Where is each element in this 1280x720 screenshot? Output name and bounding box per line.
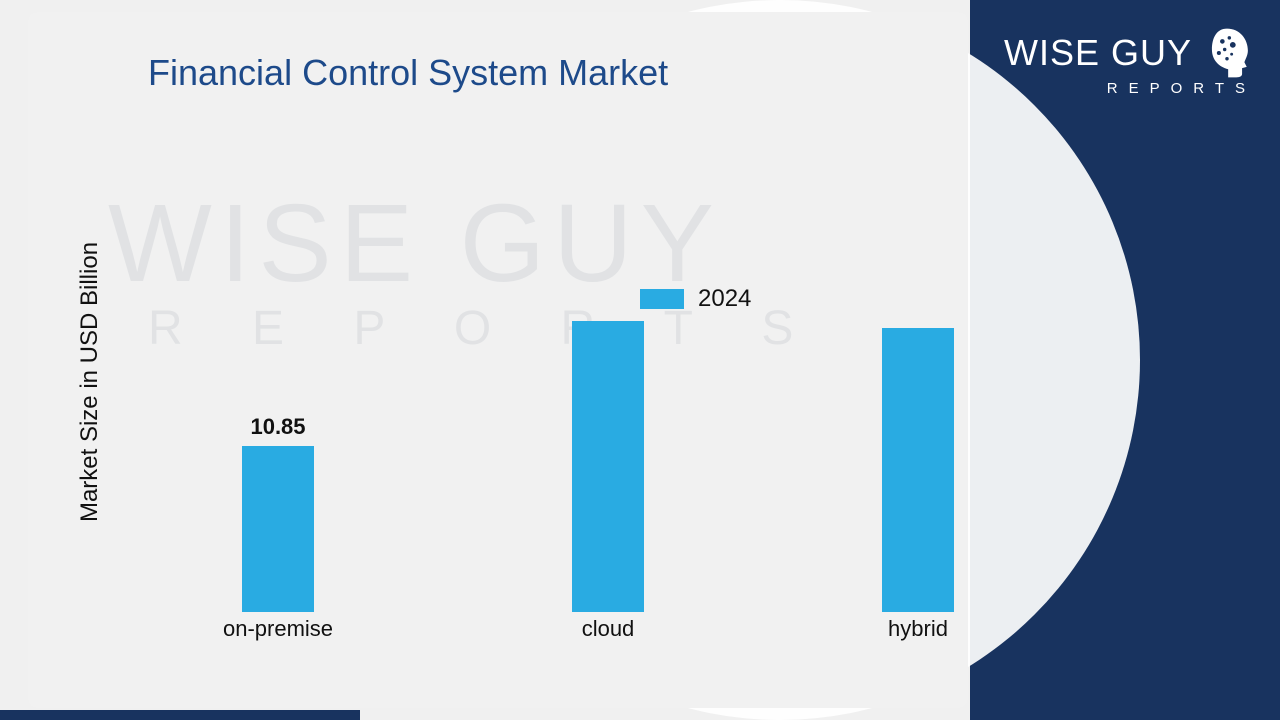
chart-title: Financial Control System Market [148, 52, 668, 94]
category-label: cloud [508, 616, 708, 642]
plot-area: on-premise10.85cloudhybrid [128, 152, 968, 642]
y-axis-label: Market Size in USD Billion [76, 242, 104, 522]
category-label: on-premise [178, 616, 378, 642]
bar-on-premise [242, 446, 314, 612]
chart-card: WISE GUY R E P O R T S Financial Control… [28, 12, 968, 708]
bottom-strip [0, 710, 360, 720]
category-label: hybrid [818, 616, 1018, 642]
bar-hybrid [882, 328, 954, 612]
brand-main-row: WISE GUY [1004, 24, 1256, 82]
bar-cloud [572, 321, 644, 612]
legend-label: 2024 [698, 285, 751, 313]
brand-sub-text: REPORTS [1004, 80, 1256, 97]
canvas: WISE GUY R E P O R T S Financial Control… [0, 0, 1280, 720]
brand-main-text: WISE GUY [1004, 32, 1192, 74]
brand-logo: WISE GUY REPORTS [1004, 24, 1256, 97]
head-icon [1198, 24, 1256, 82]
legend: 2024 [640, 285, 751, 313]
bar-value-label: 10.85 [208, 414, 348, 440]
legend-swatch [640, 289, 684, 309]
